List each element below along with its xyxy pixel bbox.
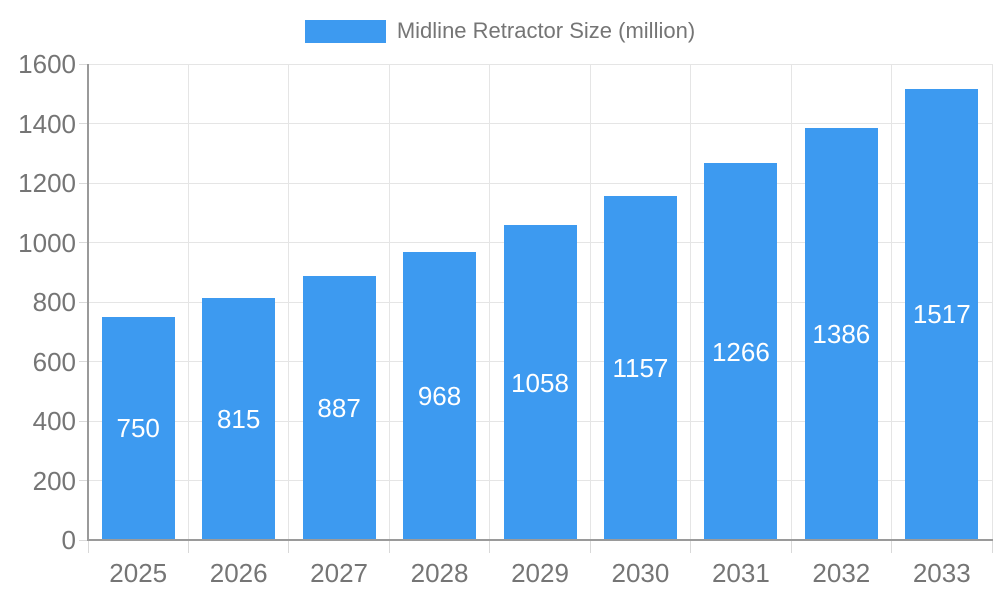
x-axis-label: 2029 (511, 558, 569, 588)
h-gridline (88, 182, 992, 184)
y-axis-label: 1400 (18, 108, 76, 139)
bar-value-label: 1386 (812, 318, 871, 349)
v-gridline (187, 64, 189, 540)
y-axis-tick (79, 242, 88, 243)
bar-value-label: 887 (317, 393, 361, 424)
y-axis-label: 800 (32, 287, 76, 317)
y-axis-label: 1000 (18, 227, 76, 258)
x-axis-line (87, 539, 993, 541)
v-gridline (589, 64, 591, 540)
y-axis-tick (79, 361, 88, 362)
bar-value-label: 968 (417, 381, 462, 412)
bar[interactable]: 1157 (603, 195, 677, 540)
y-axis-tick (79, 301, 88, 303)
y-axis-label: 200 (32, 465, 76, 496)
x-axis-label: 2025 (109, 558, 168, 588)
bar[interactable]: 887 (302, 276, 376, 540)
bar-value-label: 1157 (612, 352, 669, 383)
y-axis-tick (79, 182, 88, 184)
bar[interactable]: 750 (101, 316, 175, 540)
y-axis-label: 0 (61, 525, 76, 555)
x-axis-tick (288, 540, 290, 553)
y-axis-tick (79, 63, 88, 65)
legend-swatch-icon (304, 19, 386, 43)
x-axis-label: 2031 (711, 558, 770, 588)
v-gridline (991, 64, 993, 540)
h-gridline (88, 63, 992, 65)
x-axis-tick (489, 540, 491, 553)
y-axis-tick (79, 123, 88, 124)
x-axis-tick (87, 540, 89, 553)
bar[interactable]: 1058 (503, 225, 577, 540)
v-gridline (690, 64, 692, 540)
bar[interactable]: 968 (403, 252, 477, 540)
x-axis-label: 2027 (310, 558, 369, 588)
v-gridline (288, 64, 290, 540)
x-axis-label: 2026 (209, 558, 268, 588)
bar[interactable]: 815 (202, 297, 276, 540)
v-gridline (891, 64, 893, 540)
v-gridline (790, 64, 792, 540)
y-axis-label: 1200 (18, 168, 76, 198)
y-axis: 0 200 400 600 800 1000 1200 1400 1600 (0, 49, 76, 555)
y-axis-tick (79, 420, 88, 422)
legend-label: Midline Retractor Size (million) (396, 18, 696, 43)
y-axis-label: 400 (32, 406, 76, 436)
x-axis-tick (991, 540, 993, 553)
x-axis-tick (891, 540, 893, 553)
bar-value-label: 1058 (511, 367, 569, 398)
bar[interactable]: 1266 (704, 163, 778, 540)
y-axis-label: 1600 (18, 49, 76, 79)
y-axis-tick (79, 539, 88, 541)
x-axis-label: 2028 (410, 558, 469, 588)
bar-value-label: 750 (116, 413, 160, 444)
x-axis-tick (388, 540, 390, 553)
plot-area: 750 815 887 968 1058 1157 1266 1386 1517 (79, 63, 993, 553)
x-axis: 2025 2026 2027 2028 2029 2030 2031 2032 2033 (88, 557, 992, 589)
bar-value-label: 1266 (711, 336, 770, 367)
h-gridline (88, 123, 992, 124)
bar[interactable]: 1517 (905, 88, 979, 540)
x-axis-label: 2032 (812, 558, 871, 588)
bar-value-label: 815 (216, 403, 261, 434)
y-axis-tick (79, 480, 88, 481)
x-axis-tick (589, 540, 591, 553)
v-gridline (489, 64, 491, 540)
x-axis-tick (187, 540, 189, 553)
v-gridline (388, 64, 390, 540)
x-axis-label: 2033 (912, 558, 971, 588)
legend[interactable]: Midline Retractor Size (million) (0, 18, 1000, 44)
x-axis-tick (790, 540, 792, 553)
x-axis-tick (690, 540, 692, 553)
x-axis-label: 2030 (611, 558, 670, 588)
bar-value-label: 1517 (912, 299, 971, 330)
y-axis-label: 600 (32, 346, 76, 377)
y-axis-line (87, 64, 89, 540)
bar[interactable]: 1386 (804, 127, 878, 540)
